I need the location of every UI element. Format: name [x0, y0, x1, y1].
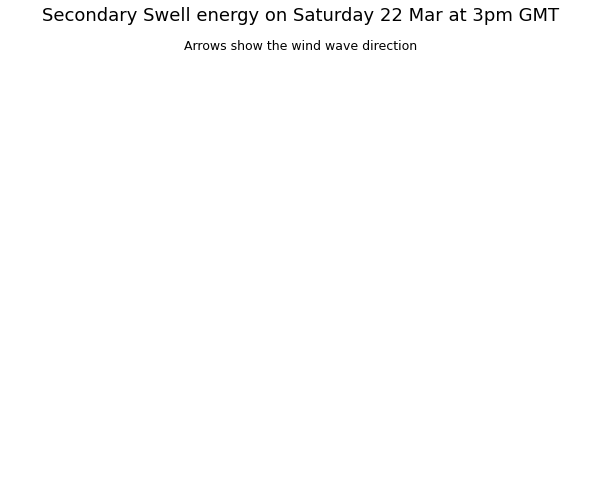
Text: Secondary Swell energy on Saturday 22 Mar at 3pm GMT: Secondary Swell energy on Saturday 22 Ma…: [42, 7, 559, 25]
Text: cartopy required: cartopy required: [243, 266, 358, 280]
Text: Arrows show the wind wave direction: Arrows show the wind wave direction: [184, 40, 417, 53]
